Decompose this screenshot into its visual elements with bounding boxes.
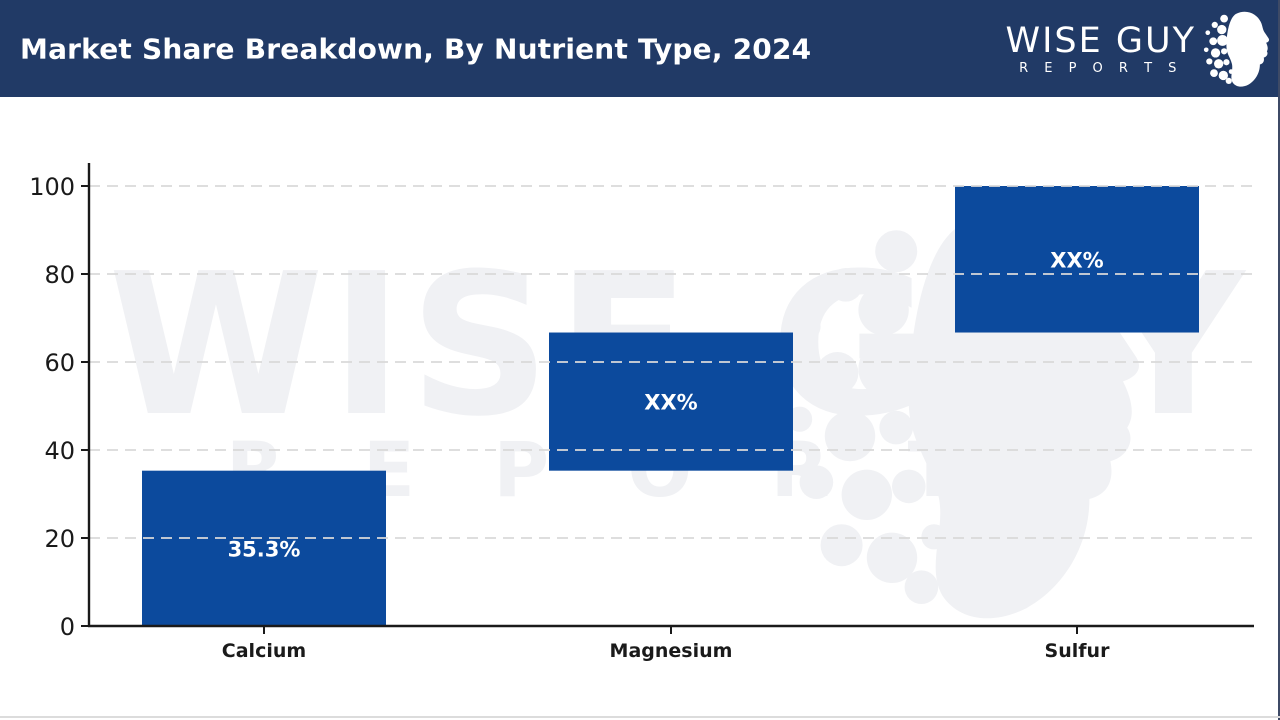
wise-guy-face-icon xyxy=(1203,11,1270,87)
brand-subname: R E P O R T S xyxy=(1019,60,1183,76)
brand-logo-text: WISE GUY R E P O R T S xyxy=(1005,20,1196,76)
x-tick-label-magnesium: Magnesium xyxy=(610,640,733,662)
y-tick-label-60: 60 xyxy=(44,349,75,377)
window-right-edge xyxy=(1278,0,1280,720)
y-tick-label-100: 100 xyxy=(29,173,75,201)
brand-name: WISE GUY xyxy=(1005,20,1196,61)
y-tick-label-0: 0 xyxy=(60,613,75,641)
y-tick-label-20: 20 xyxy=(44,525,75,553)
bar-value-label-sulfur: XX% xyxy=(1050,248,1103,272)
x-tick-label-calcium: Calcium xyxy=(222,640,306,662)
app-header: Market Share Breakdown, By Nutrient Type… xyxy=(0,0,1280,97)
window-bottom-edge xyxy=(0,716,1280,718)
page-title: Market Share Breakdown, By Nutrient Type… xyxy=(20,32,812,65)
brand-logo: WISE GUY R E P O R T S xyxy=(1005,6,1270,92)
bar-value-label-calcium: 35.3% xyxy=(228,537,301,561)
bar-value-label-magnesium: XX% xyxy=(644,391,697,415)
y-tick-label-40: 40 xyxy=(44,437,75,465)
x-tick-label-sulfur: Sulfur xyxy=(1045,640,1111,662)
y-tick-label-80: 80 xyxy=(44,261,75,289)
bar-magnesium xyxy=(549,332,793,471)
bar-calcium xyxy=(142,470,386,626)
